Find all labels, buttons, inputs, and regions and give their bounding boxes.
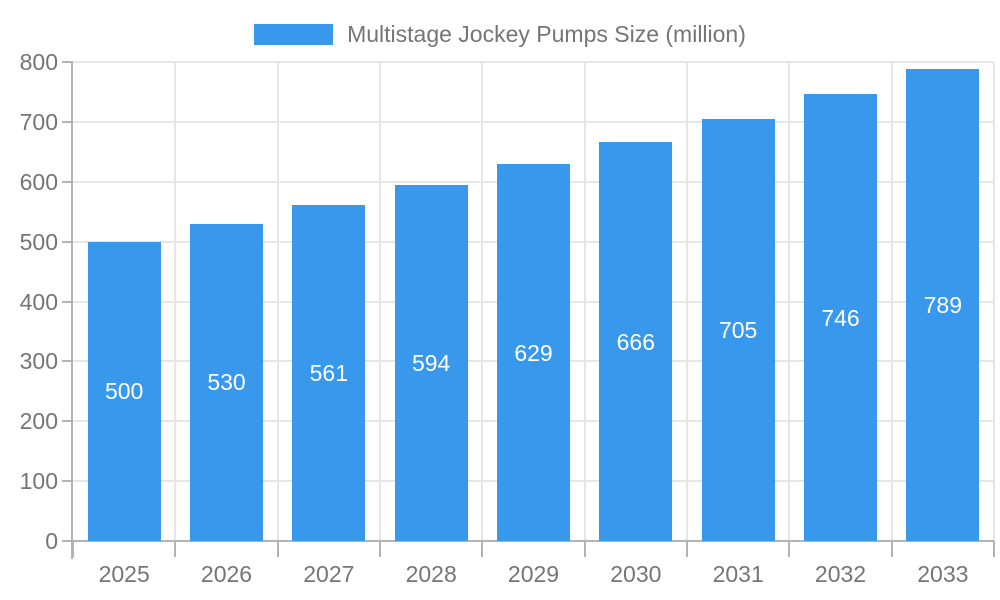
- bar-2031: [701, 118, 775, 541]
- x-tick: [890, 541, 893, 557]
- x-axis-label: 2032: [814, 561, 867, 587]
- bar-value-label: 705: [718, 316, 758, 343]
- bar-2028: [394, 185, 468, 541]
- y-tick: [62, 420, 73, 423]
- x-tick: [993, 541, 995, 557]
- bar-value-label: 500: [104, 378, 144, 405]
- y-tick: [62, 120, 73, 123]
- bar-value-label: 629: [514, 339, 553, 366]
- x-tick: [379, 541, 381, 557]
- y-tick: [62, 240, 73, 243]
- x-tick: [72, 541, 74, 557]
- x-tick: [276, 541, 279, 557]
- y-axis-label: 100: [19, 468, 58, 495]
- x-axis-label: 2031: [712, 561, 764, 587]
- x-gridline: [583, 62, 586, 541]
- bar-2032: [804, 94, 877, 541]
- y-axis-label: 300: [19, 348, 58, 375]
- x-gridline: [379, 62, 381, 541]
- bar-2025: [87, 241, 161, 541]
- y-gridline: [73, 120, 994, 123]
- bar-value-label: 789: [923, 291, 963, 318]
- x-gridline: [481, 62, 484, 541]
- x-tick: [481, 541, 484, 557]
- x-axis-label: 2033: [917, 561, 969, 587]
- bar-2027: [292, 205, 366, 541]
- x-tick: [788, 541, 791, 557]
- legend-swatch: [254, 23, 334, 45]
- x-axis-line: [62, 540, 994, 542]
- bar-2029: [497, 164, 570, 541]
- x-gridline: [993, 62, 995, 541]
- y-axis-label: 0: [45, 528, 58, 554]
- y-tick: [62, 61, 73, 63]
- x-gridline: [788, 62, 791, 541]
- x-axis-label: 2025: [98, 561, 150, 587]
- y-axis-label: 200: [19, 408, 58, 435]
- y-tick: [62, 300, 73, 303]
- x-axis-label: 2030: [610, 561, 662, 587]
- y-tick: [62, 180, 73, 183]
- y-gridline: [73, 61, 994, 63]
- bar-value-label: 530: [207, 369, 246, 396]
- y-tick: [62, 480, 73, 483]
- x-axis-label: 2029: [507, 561, 560, 587]
- bar-2030: [599, 142, 673, 541]
- x-gridline: [276, 62, 279, 541]
- bar-2033: [906, 68, 980, 541]
- y-axis-label: 600: [19, 168, 58, 195]
- bar-2026: [190, 223, 263, 541]
- bar-value-label: 594: [411, 350, 451, 377]
- bar-value-label: 746: [821, 304, 860, 331]
- y-axis-label: 500: [19, 228, 58, 255]
- x-axis-label: 2027: [303, 561, 355, 587]
- x-axis-label: 2028: [405, 561, 457, 587]
- y-axis-label: 700: [19, 108, 58, 135]
- y-tick: [62, 360, 73, 363]
- x-gridline: [174, 62, 177, 541]
- x-axis-label: 2026: [200, 561, 253, 587]
- x-gridline: [890, 62, 893, 541]
- x-tick: [583, 541, 586, 557]
- y-axis-label: 400: [19, 288, 58, 315]
- chart-legend: Multistage Jockey Pumps Size (million): [0, 20, 1000, 48]
- y-axis-label: 800: [19, 49, 58, 75]
- bar-value-label: 561: [309, 360, 349, 387]
- y-axis-line: [71, 62, 73, 559]
- bar-value-label: 666: [616, 328, 656, 355]
- x-tick: [686, 541, 688, 557]
- x-tick: [174, 541, 177, 557]
- x-gridline: [686, 62, 688, 541]
- legend-label: Multistage Jockey Pumps Size (million): [347, 20, 746, 47]
